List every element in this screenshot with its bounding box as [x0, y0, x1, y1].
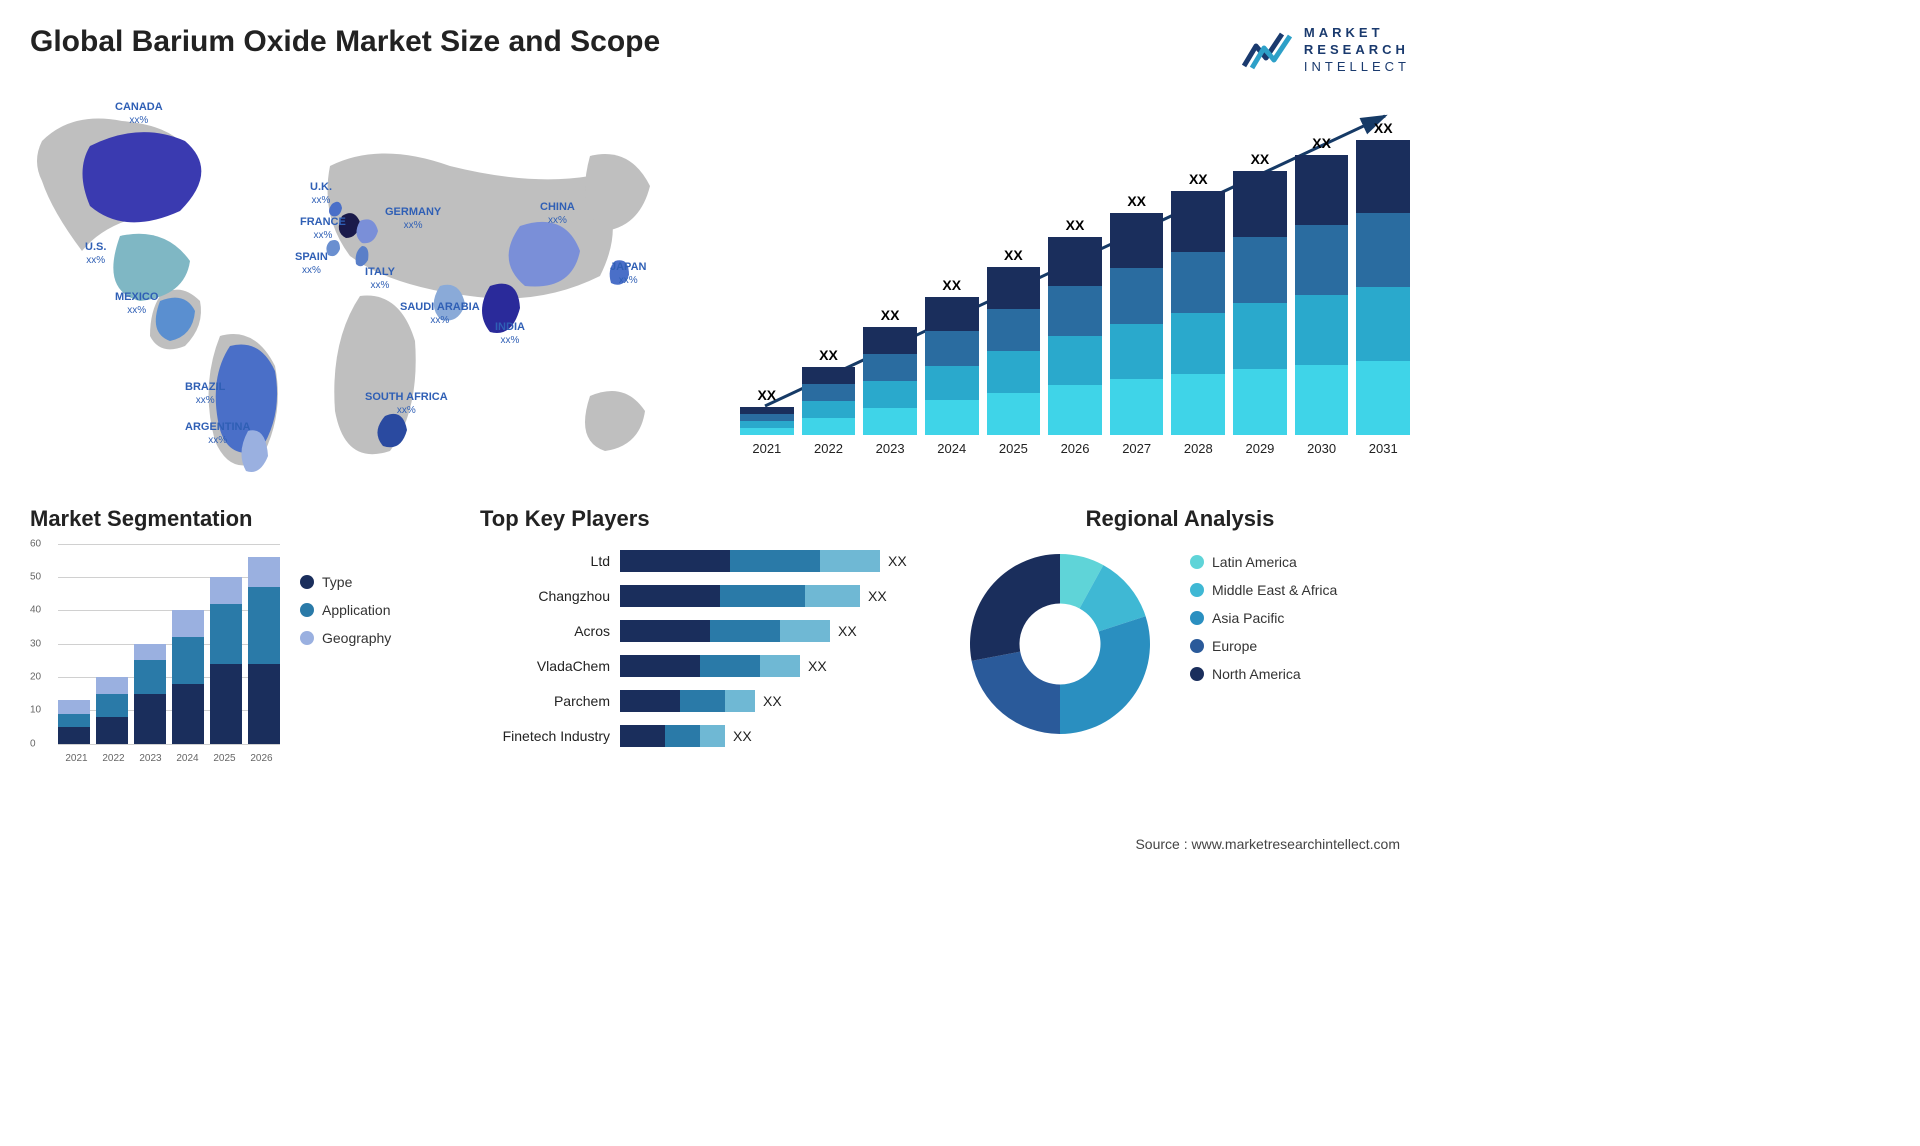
source-footer: Source : www.marketresearchintellect.com — [1135, 836, 1400, 852]
regional-title: Regional Analysis — [950, 506, 1410, 532]
legend-item: Asia Pacific — [1190, 610, 1410, 626]
player-bar: XX — [620, 653, 920, 679]
growth-bar: XX2029 — [1233, 151, 1287, 456]
segmentation-legend: Type Application Geography — [300, 544, 450, 764]
page-title: Global Barium Oxide Market Size and Scop… — [30, 25, 660, 59]
world-map-panel: CANADAxx% U.S.xx% MEXICOxx% BRAZILxx% ARGENT… — [30, 86, 710, 481]
player-bar: XX — [620, 618, 920, 644]
map-label: BRAZILxx% — [185, 381, 225, 407]
donut-slice — [970, 554, 1060, 661]
donut-chart — [950, 544, 1170, 744]
players-bars: XX XX XX XX XX XX — [620, 544, 920, 754]
legend-item: Europe — [1190, 638, 1410, 654]
growth-bar: XX2030 — [1295, 135, 1349, 456]
players-labels: Ltd Changzhou Acros VladaChem Parchem Finetec… — [480, 544, 610, 754]
map-label: U.S.xx% — [85, 241, 106, 267]
map-label: GERMANYxx% — [385, 206, 441, 232]
segmentation-title: Market Segmentation — [30, 506, 450, 532]
player-name: Finetech Industry — [480, 728, 610, 744]
segmentation-chart: 0102030405060202120222023202420252026 — [30, 544, 280, 764]
map-label: SPAINxx% — [295, 251, 328, 277]
logo-text: MARKET RESEARCH INTELLECT — [1304, 25, 1410, 76]
players-title: Top Key Players — [480, 506, 920, 532]
player-bar: XX — [620, 688, 920, 714]
growth-chart: XX2021XX2022XX2023XX2024XX2025XX2026XX20… — [740, 86, 1410, 481]
legend-item: Application — [300, 602, 450, 618]
player-bar: XX — [620, 723, 920, 749]
header: Global Barium Oxide Market Size and Scop… — [30, 25, 1410, 76]
regional-legend: Latin America Middle East & Africa Asia Pa… — [1190, 544, 1410, 744]
map-label: U.K.xx% — [310, 181, 332, 207]
player-name: Acros — [480, 623, 610, 639]
player-name: Changzhou — [480, 588, 610, 604]
map-label: SOUTH AFRICAxx% — [365, 391, 448, 417]
player-name: Ltd — [480, 553, 610, 569]
donut-slice — [1060, 616, 1150, 734]
logo-mark-icon — [1242, 28, 1296, 72]
growth-bar: XX2027 — [1110, 193, 1164, 456]
growth-bar: XX2026 — [1048, 217, 1102, 456]
bottom-row: Market Segmentation 01020304050602021202… — [30, 506, 1410, 776]
map-label: INDIAxx% — [495, 321, 525, 347]
legend-item: Type — [300, 574, 450, 590]
map-label: MEXICOxx% — [115, 291, 158, 317]
map-label: ITALYxx% — [365, 266, 395, 292]
player-name: Parchem — [480, 693, 610, 709]
growth-bar: XX2028 — [1171, 171, 1225, 456]
players-panel: Top Key Players Ltd Changzhou Acros VladaCh… — [480, 506, 920, 776]
growth-bar: XX2024 — [925, 277, 979, 456]
growth-bar: XX2031 — [1356, 120, 1410, 456]
regional-panel: Regional Analysis Latin America Middle Ea… — [950, 506, 1410, 776]
growth-bar: XX2023 — [863, 307, 917, 456]
map-label: ARGENTINAxx% — [185, 421, 250, 447]
top-row: CANADAxx% U.S.xx% MEXICOxx% BRAZILxx% ARGENT… — [30, 86, 1410, 481]
map-label: JAPANxx% — [610, 261, 646, 287]
map-label: FRANCExx% — [300, 216, 346, 242]
growth-bar: XX2022 — [802, 347, 856, 456]
growth-bar: XX2021 — [740, 387, 794, 456]
legend-item: Middle East & Africa — [1190, 582, 1410, 598]
player-name: VladaChem — [480, 658, 610, 674]
map-label: SAUDI ARABIAxx% — [400, 301, 480, 327]
growth-bar: XX2025 — [987, 247, 1041, 456]
legend-item: Geography — [300, 630, 450, 646]
legend-item: North America — [1190, 666, 1410, 682]
player-bar: XX — [620, 548, 920, 574]
player-bar: XX — [620, 583, 920, 609]
brand-logo: MARKET RESEARCH INTELLECT — [1242, 25, 1410, 76]
legend-item: Latin America — [1190, 554, 1410, 570]
donut-slice — [972, 651, 1060, 733]
segmentation-panel: Market Segmentation 01020304050602021202… — [30, 506, 450, 776]
map-label: CANADAxx% — [115, 101, 163, 127]
map-label: CHINAxx% — [540, 201, 575, 227]
